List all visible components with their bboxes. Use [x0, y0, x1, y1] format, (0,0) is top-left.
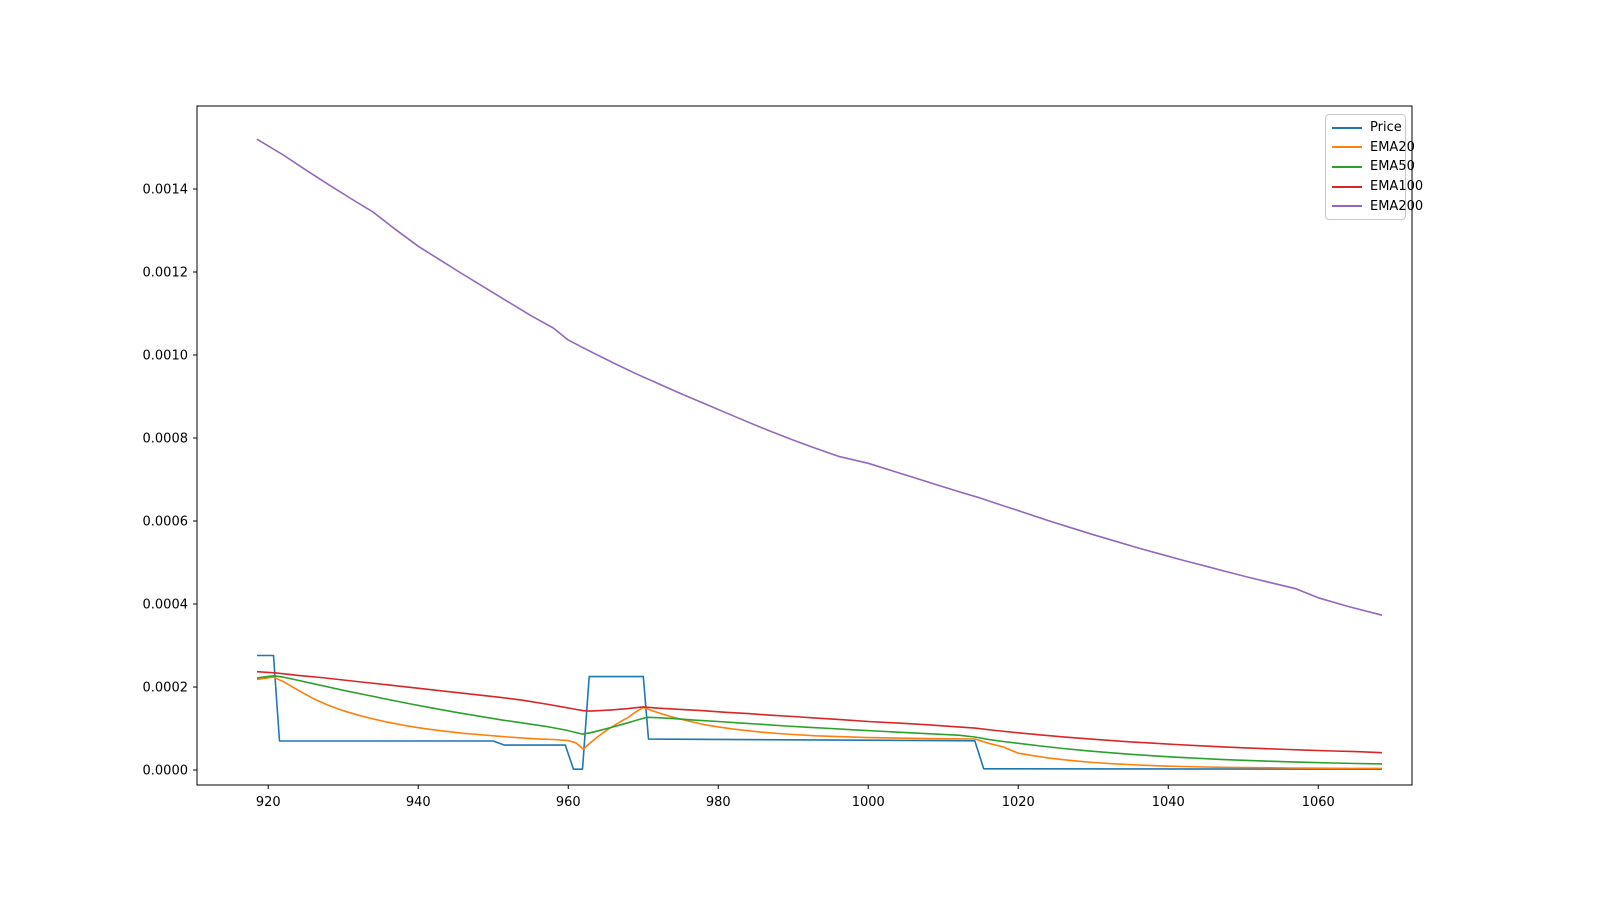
y-tick-label: 0.0010: [143, 349, 189, 364]
x-tick-label: 1000: [852, 795, 885, 810]
legend-line-sample: [1332, 165, 1362, 168]
legend-item-EMA20: EMA20: [1332, 141, 1415, 154]
x-tick-label: 940: [406, 795, 431, 810]
legend-label: EMA100: [1370, 179, 1424, 195]
legend-line-sample: [1332, 205, 1362, 208]
x-tick-label: 1020: [1002, 795, 1035, 810]
x-tick-label: 960: [556, 795, 581, 810]
x-tick-label: 980: [706, 795, 731, 810]
series-line-Price: [257, 654, 1383, 770]
y-tick-label: 0.0006: [143, 515, 189, 530]
legend-label: Price: [1370, 120, 1402, 136]
legend-item-Price: Price: [1332, 120, 1402, 136]
y-tick-label: 0.0002: [143, 681, 189, 696]
y-tick-label: 0.0008: [143, 432, 189, 447]
series-line-EMA100: [256, 670, 1383, 754]
legend-label: EMA200: [1370, 198, 1424, 214]
series-line-EMA200: [256, 138, 1383, 616]
y-tick-label: 0.0014: [143, 183, 189, 198]
legend-line-sample: [1332, 185, 1362, 188]
x-tick-label: 1060: [1302, 795, 1335, 810]
axes-frame: [196, 105, 1413, 786]
x-tick-label: 1040: [1152, 795, 1185, 810]
legend-item-EMA100: EMA100: [1332, 180, 1423, 193]
legend-line-sample: [1332, 126, 1362, 129]
series-line-EMA50: [256, 675, 1383, 765]
y-tick-label: 0.0000: [143, 764, 189, 779]
series-line-EMA20: [256, 676, 1382, 770]
legend-item-EMA200: EMA200: [1332, 200, 1423, 213]
legend-line-sample: [1332, 146, 1362, 149]
y-tick-label: 0.0004: [143, 598, 189, 613]
legend-label: EMA20: [1370, 139, 1415, 155]
legend: Price EMA20 EMA50 EMA100 EMA200: [1325, 114, 1423, 220]
y-tick-label: 0.0012: [143, 266, 189, 281]
legend-label: EMA50: [1370, 159, 1415, 175]
x-tick-label: 920: [256, 795, 281, 810]
legend-item-EMA50: EMA50: [1332, 160, 1415, 173]
